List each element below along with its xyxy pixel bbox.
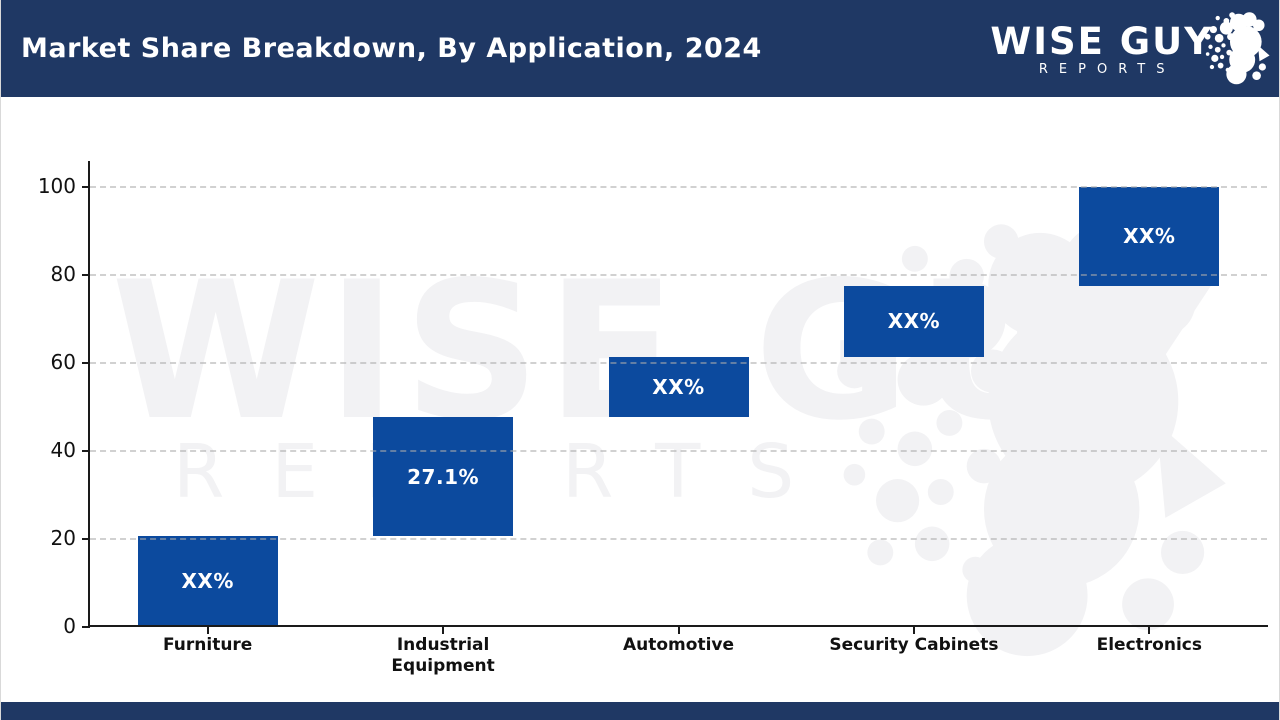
bar-3: XX% (843, 285, 984, 357)
y-tick-100 (82, 185, 90, 188)
chart-title: Market Share Breakdown, By Application, … (21, 33, 762, 64)
x-tick-0 (206, 627, 209, 634)
x-tick-label-1: Industrial Equipment (391, 635, 495, 677)
x-tick-2 (677, 627, 680, 634)
x-tick-label-3: Security Cabinets (829, 635, 999, 655)
x-axis-line (88, 625, 1268, 627)
y-tick-60 (82, 361, 90, 364)
y-tick-20 (82, 537, 90, 540)
bar-2: XX% (608, 356, 749, 418)
y-tick-label-100: 100 (37, 173, 76, 198)
x-tick-4 (1148, 627, 1151, 634)
x-tick-1 (442, 627, 445, 634)
footer-bar (1, 702, 1279, 720)
x-tick-label-0: Furniture (163, 635, 253, 655)
dotted-head-icon (1204, 12, 1270, 85)
x-tick-label-4: Electronics (1096, 635, 1202, 655)
x-tick-3 (912, 627, 915, 634)
gridline-40 (90, 449, 1267, 452)
bar-1: 27.1% (373, 417, 514, 537)
y-tick-80 (82, 273, 90, 276)
y-tick-0 (82, 625, 90, 628)
y-tick-label-60: 60 (50, 349, 76, 374)
y-tick-40 (82, 449, 90, 452)
y-tick-label-20: 20 (50, 525, 76, 550)
logo-reports-text: REPORTS (1038, 61, 1176, 77)
gridline-20 (90, 537, 1267, 540)
gridline-100 (90, 185, 1267, 188)
bar-value-label: XX% (652, 374, 705, 399)
y-axis-line (88, 161, 90, 627)
logo-text: WISE GUY REPORTS (990, 23, 1213, 76)
bar-value-label: XX% (1123, 224, 1176, 248)
header-bar: Market Share Breakdown, By Application, … (1, 0, 1279, 97)
bar-4: XX% (1079, 186, 1220, 286)
bar-value-label: 27.1% (407, 464, 480, 489)
x-tick-label-2: Automotive (622, 635, 735, 655)
y-tick-label-0: 0 (63, 613, 76, 638)
gridline-60 (90, 361, 1267, 364)
chart-area: WISE GUY REPORTS 020406080100XX%Furnitur… (1, 97, 1279, 702)
bar-value-label: XX% (887, 309, 941, 334)
wise-guy-reports-logo: WISE GUY REPORTS (990, 6, 1271, 92)
y-tick-label-40: 40 (50, 437, 76, 462)
y-tick-label-80: 80 (50, 261, 76, 286)
bar-0: XX% (137, 536, 278, 627)
gridline-80 (90, 273, 1267, 276)
logo-wiseguy-text: WISE GUY (990, 19, 1213, 63)
bar-value-label: XX% (181, 569, 234, 594)
